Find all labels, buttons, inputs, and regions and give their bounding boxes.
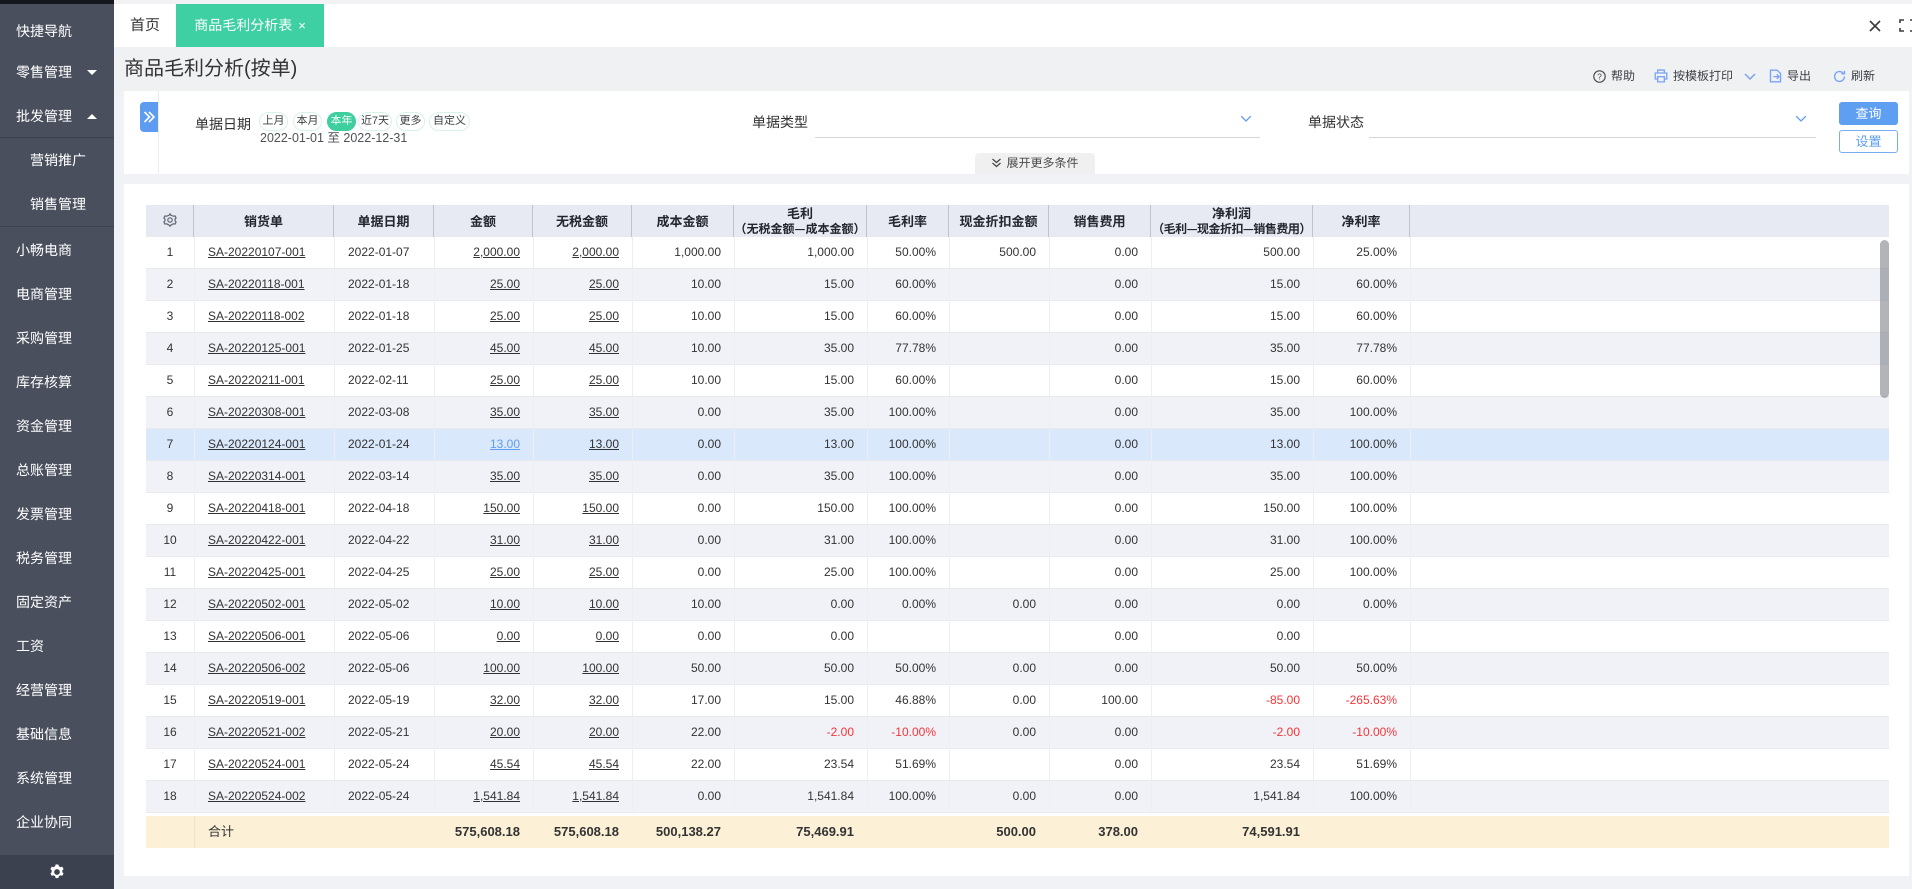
- svg-text:?: ?: [1597, 73, 1602, 82]
